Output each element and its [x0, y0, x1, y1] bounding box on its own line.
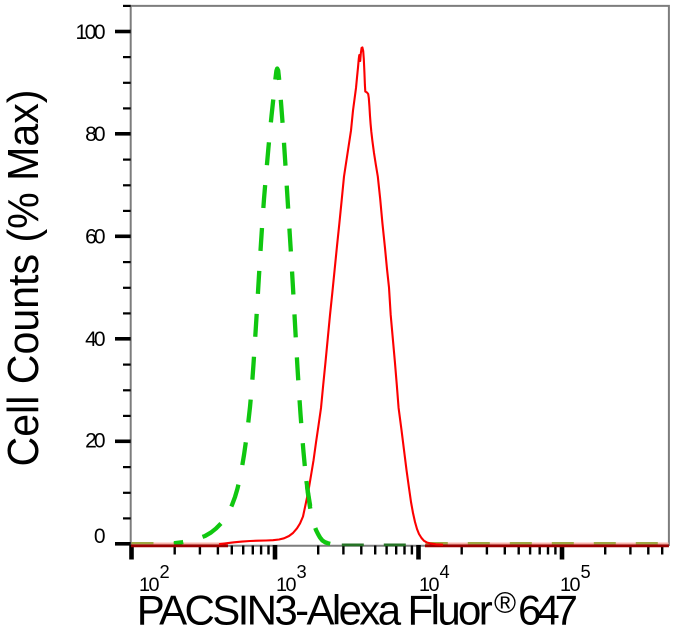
svg-text:100: 100	[76, 21, 106, 44]
svg-text:2: 2	[160, 561, 170, 582]
svg-text:5: 5	[581, 561, 591, 582]
svg-text:0: 0	[94, 525, 106, 548]
svg-text:647: 647	[518, 587, 578, 627]
svg-text:10: 10	[276, 574, 297, 596]
svg-text:10: 10	[139, 574, 160, 596]
svg-text:PACSIN3-Alexa Fluor: PACSIN3-Alexa Fluor	[137, 587, 493, 627]
svg-text:40: 40	[85, 328, 105, 351]
svg-text:3: 3	[297, 561, 307, 582]
svg-text:10: 10	[419, 574, 440, 596]
svg-text:Cell Counts (% Max): Cell Counts (% Max)	[0, 90, 48, 467]
svg-text:80: 80	[85, 123, 105, 146]
svg-text:20: 20	[85, 429, 105, 452]
svg-text:®: ®	[494, 587, 516, 620]
svg-text:4: 4	[440, 561, 450, 582]
svg-text:60: 60	[85, 226, 105, 249]
svg-text:10: 10	[560, 574, 581, 596]
